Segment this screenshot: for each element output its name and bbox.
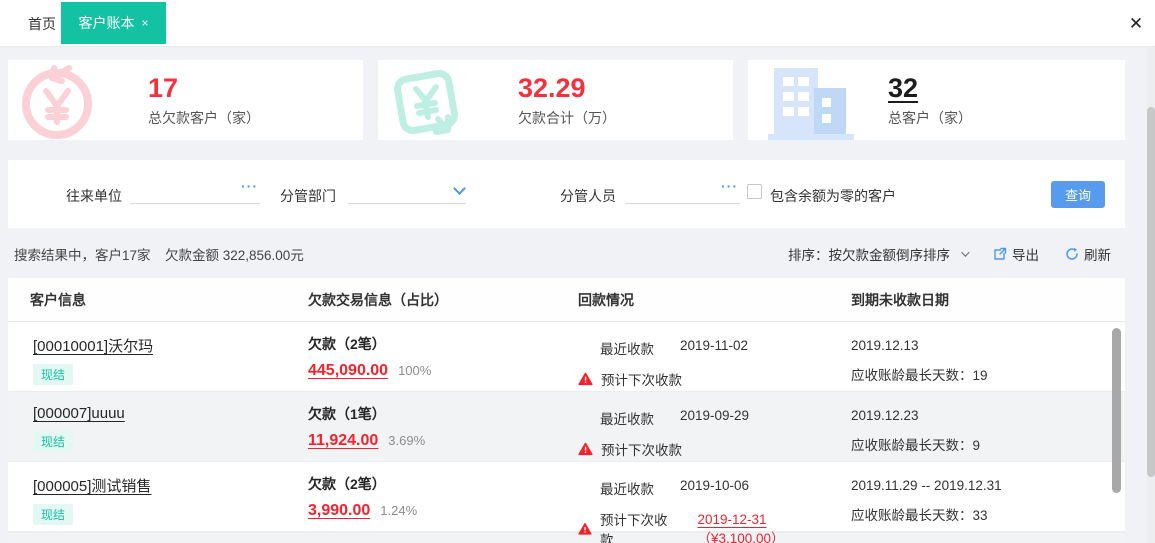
debt-amount-link[interactable]: 11,924.00 (308, 432, 379, 449)
customer-link[interactable]: [000005]测试销售 (33, 478, 152, 495)
ellipsis-picker-icon[interactable]: ··· (241, 178, 258, 194)
col-header-repayment: 回款情况 (578, 291, 634, 308)
tab-customer-ledger[interactable]: 客户账本 × (61, 2, 166, 44)
table-row[interactable]: [000005]测试销售 现结 欠款（2笔） 3,990.00 1.24% 最近… (8, 462, 1125, 543)
results-summary-bar: 搜索结果中，客户17家 欠款金额 322,856.00元 排序：按欠款金额倒序排… (0, 232, 1155, 272)
filter-label-manager: 分管人员 (560, 188, 616, 204)
recent-payment-date: 2019-11-02 (680, 338, 749, 353)
aging-days-text: 应收账龄最长天数：33 (851, 508, 988, 523)
stat-label: 总欠款客户（家） (148, 110, 260, 126)
window-close-icon[interactable]: ✕ (1128, 14, 1144, 33)
export-icon (994, 247, 1007, 260)
yen-tag-outgoing-icon (386, 62, 472, 140)
stat-label: 欠款合计（万） (518, 110, 616, 126)
refresh-icon (1066, 247, 1078, 260)
filter-label-department: 分管部门 (280, 188, 336, 204)
due-date-range: 2019.12.13 (851, 338, 919, 353)
warning-icon (578, 523, 592, 535)
debt-count-label: 欠款（2笔） (308, 476, 386, 492)
settlement-badge: 现结 (33, 504, 74, 525)
col-header-debt: 欠款交易信息（占比） (308, 291, 448, 308)
sort-dropdown[interactable]: 排序：按欠款金额倒序排序 (788, 244, 970, 264)
recent-payment-label: 最近收款 (600, 482, 654, 497)
recent-payment-label: 最近收款 (600, 342, 654, 357)
next-payment-label: 预计下次收款 (601, 443, 682, 458)
counterparty-input[interactable]: ··· (130, 176, 260, 204)
debt-percent: 100% (398, 363, 432, 378)
aging-days-text: 应收账龄最长天数：19 (851, 368, 988, 383)
stat-card-debt-customers: 17 总欠款客户（家） (8, 60, 363, 140)
debt-percent: 3.69% (388, 433, 426, 448)
filter-label-counterparty: 往来单位 (66, 188, 122, 204)
tab-home[interactable]: 首页 (28, 15, 56, 32)
page-scrollbar-thumb[interactable] (1147, 107, 1155, 477)
tab-label: 客户账本 (78, 15, 135, 31)
export-button[interactable]: 导出 (993, 244, 1039, 264)
settlement-badge: 现结 (33, 431, 74, 452)
ellipsis-picker-icon[interactable]: ··· (721, 178, 738, 194)
chevron-down-icon[interactable] (453, 180, 466, 196)
table-row[interactable]: [00010001]沃尔玛 现结 欠款（2笔） 445,090.00 100% … (8, 322, 1125, 392)
warning-icon (578, 372, 593, 386)
table-row-partial (8, 532, 1125, 543)
customer-link[interactable]: [00010001]沃尔玛 (33, 338, 154, 355)
buildings-icon (764, 62, 860, 140)
stat-value-debt-customers: 17 (148, 73, 179, 103)
manager-input[interactable]: ··· (625, 176, 740, 204)
department-select[interactable] (348, 176, 466, 204)
customer-table: 客户信息 欠款交易信息（占比） 回款情况 到期未收款日期 [00010001]沃… (8, 278, 1125, 543)
top-tab-bar: 首页 客户账本 × ✕ (0, 0, 1155, 47)
next-payment-label: 预计下次收款 (599, 513, 668, 543)
next-payment-label: 预计下次收款 (601, 373, 682, 388)
settlement-badge: 现结 (33, 364, 74, 385)
recent-payment-date: 2019-10-06 (680, 478, 750, 493)
debt-percent: 1.24% (380, 503, 418, 518)
due-date-range: 2019.12.23 (851, 408, 919, 423)
col-header-due: 到期未收款日期 (851, 291, 949, 308)
debt-amount-text: 欠款金额 322,856.00元 (165, 248, 304, 263)
stat-card-debt-total: 32.29 欠款合计（万） (378, 60, 733, 140)
warning-icon (578, 442, 593, 456)
table-header-row: 客户信息 欠款交易信息（占比） 回款情况 到期未收款日期 (8, 278, 1125, 322)
recent-payment-label: 最近收款 (600, 412, 654, 427)
yen-circle-incoming-icon (16, 62, 96, 140)
recent-payment-date: 2019-09-29 (680, 408, 750, 423)
search-button[interactable]: 查询 (1051, 181, 1105, 208)
page-scrollbar-track (1147, 47, 1155, 543)
table-scrollbar-thumb[interactable] (1112, 328, 1121, 493)
table-row[interactable]: [000007]uuuu 现结 欠款（1笔） 11,924.00 3.69% 最… (8, 392, 1125, 462)
stat-label: 总客户（家） (888, 110, 972, 126)
debt-count-label: 欠款（2笔） (308, 336, 386, 352)
due-date-range: 2019.11.29 -- 2019.12.31 (851, 478, 1002, 493)
results-count-text: 搜索结果中，客户17家 (14, 248, 151, 263)
aging-days-text: 应收账龄最长天数：9 (851, 438, 981, 453)
stat-value-debt-total: 32.29 (518, 73, 586, 103)
zero-balance-checkbox-label: 包含余额为零的客户 (770, 188, 896, 204)
next-payment-date-link[interactable]: 2019-12-31（¥3,100.00） (697, 511, 785, 543)
caret-down-icon (961, 248, 970, 257)
col-header-customer: 客户信息 (30, 291, 86, 308)
stat-card-total-customers: 32 总客户（家） (748, 60, 1125, 140)
debt-count-label: 欠款（1笔） (308, 406, 386, 422)
filter-panel: 往来单位 ··· 分管部门 分管人员 ··· 包含余额为零的客户 查询 (8, 160, 1125, 228)
debt-amount-link[interactable]: 3,990.00 (308, 502, 371, 519)
stat-value-total-customers[interactable]: 32 (888, 73, 919, 103)
refresh-button[interactable]: 刷新 (1065, 244, 1111, 264)
debt-amount-link[interactable]: 445,090.00 (308, 362, 389, 379)
tab-close-icon[interactable]: × (141, 16, 149, 30)
zero-balance-checkbox[interactable] (747, 184, 762, 199)
customer-link[interactable]: [000007]uuuu (33, 405, 125, 422)
